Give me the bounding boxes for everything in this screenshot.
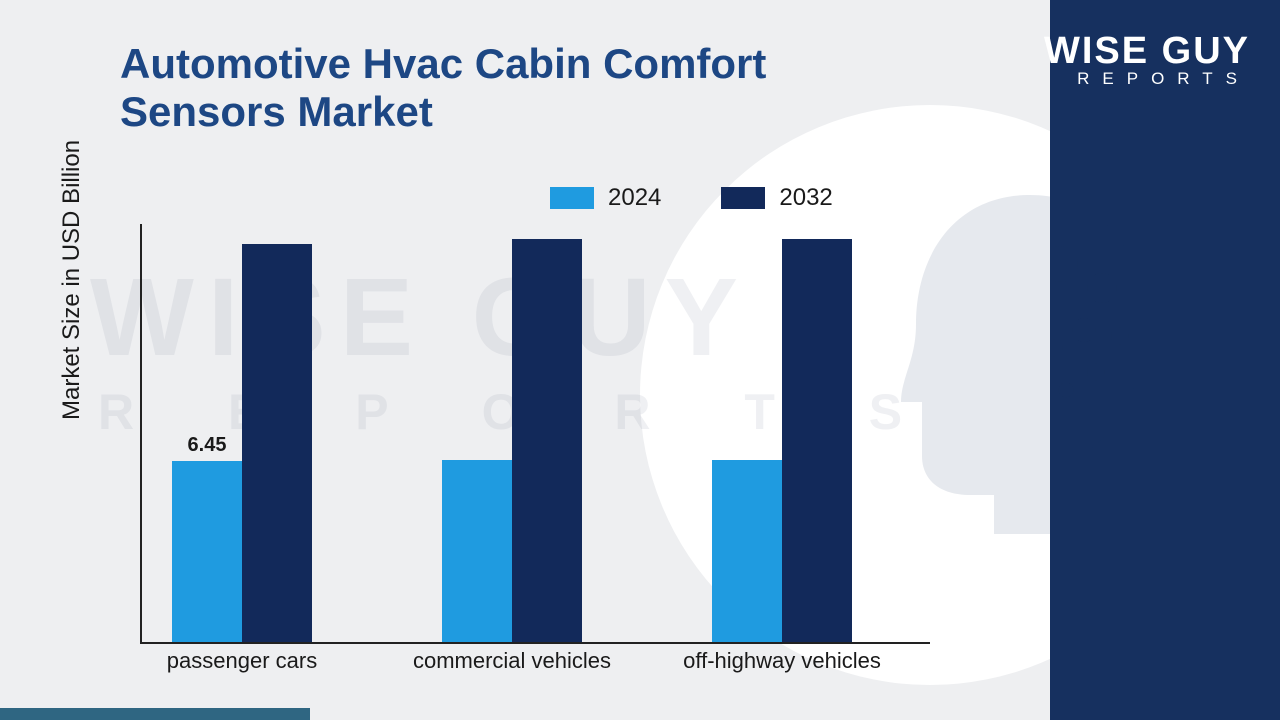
bar-series-a [442,460,512,642]
bar-series-b [782,239,852,642]
bar-series-a [712,460,782,642]
legend-item: 2024 [550,184,661,212]
bar-series-b [242,244,312,642]
chart-title: Automotive Hvac Cabin Comfort Sensors Ma… [120,40,860,137]
category-label: commercial vehicles [412,648,612,673]
y-axis-label: Market Size in USD Billion [58,140,86,420]
bar-series-b [512,239,582,642]
category-label: off-highway vehicles [682,648,882,673]
category-label: passenger cars [142,648,342,673]
bar-chart: 6.45passenger carscommercial vehiclesoff… [100,224,930,644]
bottom-accent-bar [0,708,310,720]
legend-label-a: 2024 [608,184,661,212]
legend-item: 2032 [721,184,832,212]
legend: 2024 2032 [550,184,833,212]
brand-logo-line1: WISE GUY [1044,30,1250,73]
brand-logo-text: WISE GUY REPORTS [1044,30,1250,89]
bar-series-a [172,461,242,642]
infographic-canvas: WISE GUYR E P O R T S Automotive Hvac Ca… [0,0,1280,720]
legend-swatch-b [721,187,765,209]
legend-swatch-a [550,187,594,209]
legend-label-b: 2032 [779,184,832,212]
plot-area: 6.45passenger carscommercial vehiclesoff… [140,224,930,644]
